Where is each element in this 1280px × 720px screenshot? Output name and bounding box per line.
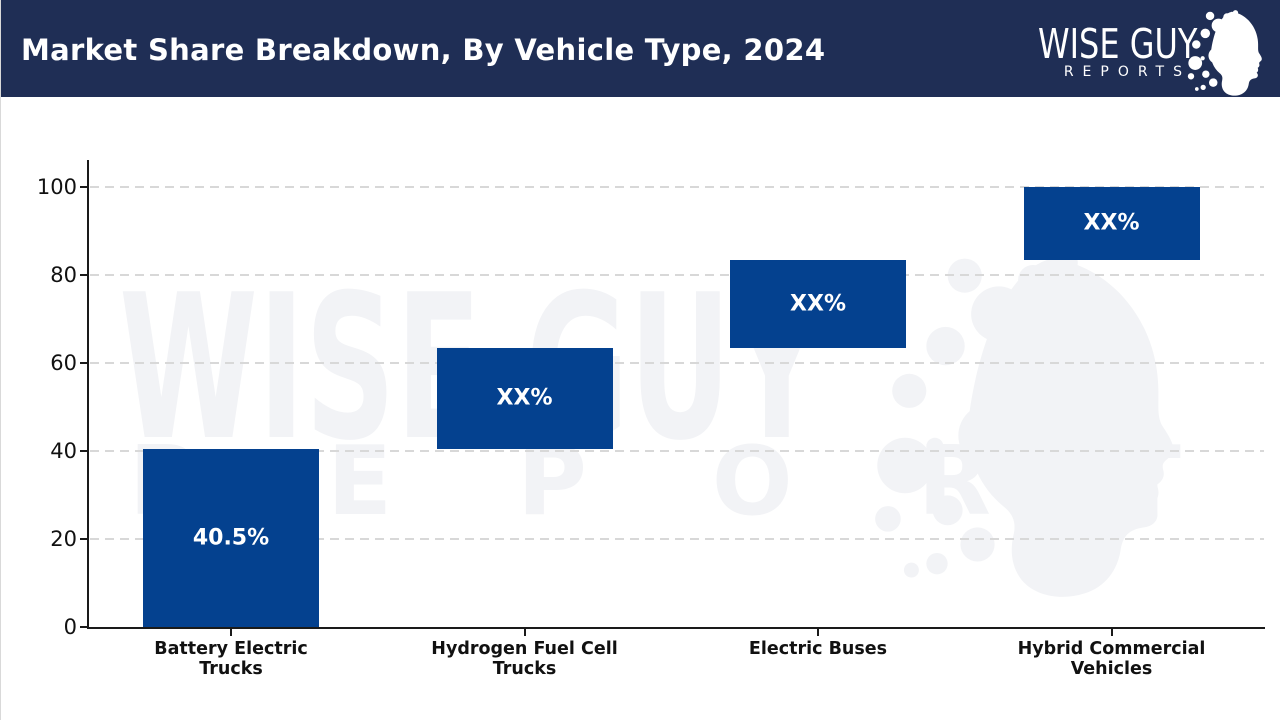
y-tick-label-60: 60 <box>50 351 77 375</box>
bar-hybrid-commercial-vehicles <box>1023 187 1200 260</box>
x-axis-label-line: Battery Electric <box>154 639 308 659</box>
gridline-100 <box>90 186 1264 188</box>
gridline-60 <box>90 362 1264 364</box>
x-axis-label-hybrid-commercial-vehicles: Hybrid Commercial Vehicles <box>952 639 1272 679</box>
x-tick-battery-electric-trucks <box>230 629 232 636</box>
x-axis-label-hydrogen-fuel-cell-trucks: Hydrogen Fuel Cell Trucks <box>365 639 685 679</box>
y-axis-line <box>87 160 89 628</box>
bar-hydrogen-fuel-cell-trucks <box>436 347 613 449</box>
x-axis-label-line: Electric Buses <box>748 639 888 659</box>
gridline-20 <box>90 538 1264 540</box>
y-tick-label-20: 20 <box>50 527 77 551</box>
y-tick-label-100: 100 <box>36 175 77 199</box>
bar-value-label-electric-buses: XX% <box>790 291 846 317</box>
x-axis-label-line: Trucks <box>199 659 263 679</box>
logo-head-icon <box>1187 10 1262 96</box>
x-axis-label-line: Vehicles <box>1070 659 1153 679</box>
x-tick-hybrid-commercial-vehicles <box>1110 629 1113 636</box>
y-tick-100 <box>80 186 88 188</box>
gridline-80 <box>90 274 1264 276</box>
x-axis-label-battery-electric-trucks: Battery Electric Trucks <box>71 639 391 679</box>
x-axis-label-line: Hydrogen Fuel Cell <box>431 639 618 659</box>
x-tick-hydrogen-fuel-cell-trucks <box>523 629 526 636</box>
x-axis-label-line: Trucks <box>492 659 557 679</box>
y-tick-0 <box>80 626 88 628</box>
x-axis-line <box>87 627 1265 629</box>
x-axis-label-line: Hybrid Commercial <box>1017 639 1206 659</box>
bar-battery-electric-trucks <box>143 448 319 627</box>
bar-electric-buses <box>730 259 906 348</box>
page-title: Market Share Breakdown, By Vehicle Type,… <box>21 33 826 67</box>
header-bar: Market Share Breakdown, By Vehicle Type,… <box>1 0 1280 97</box>
y-tick-label-80: 80 <box>50 263 77 287</box>
gridline-40 <box>90 450 1264 452</box>
y-tick-label-40: 40 <box>50 439 77 463</box>
y-tick-20 <box>80 538 88 540</box>
brand-logo: WISE GUY REPORTS <box>1019 6 1269 96</box>
y-tick-80 <box>80 274 88 276</box>
x-axis-label-electric-buses: Electric Buses <box>658 639 978 659</box>
chart-canvas: WISE GUY R E P O R T S 02040608010040.5%… <box>1 97 1280 720</box>
logo-subtext: REPORTS <box>1063 64 1191 80</box>
bar-value-label-battery-electric-trucks: 40.5% <box>192 525 270 551</box>
bar-value-label-hybrid-commercial-vehicles: XX% <box>1083 210 1140 236</box>
y-tick-40 <box>80 450 88 452</box>
y-tick-60 <box>80 362 88 364</box>
x-tick-electric-buses <box>817 629 819 636</box>
logo-wordmark: WISE GUY <box>1037 20 1197 68</box>
bar-value-label-hydrogen-fuel-cell-trucks: XX% <box>496 385 553 411</box>
y-tick-label-0: 0 <box>63 615 77 639</box>
